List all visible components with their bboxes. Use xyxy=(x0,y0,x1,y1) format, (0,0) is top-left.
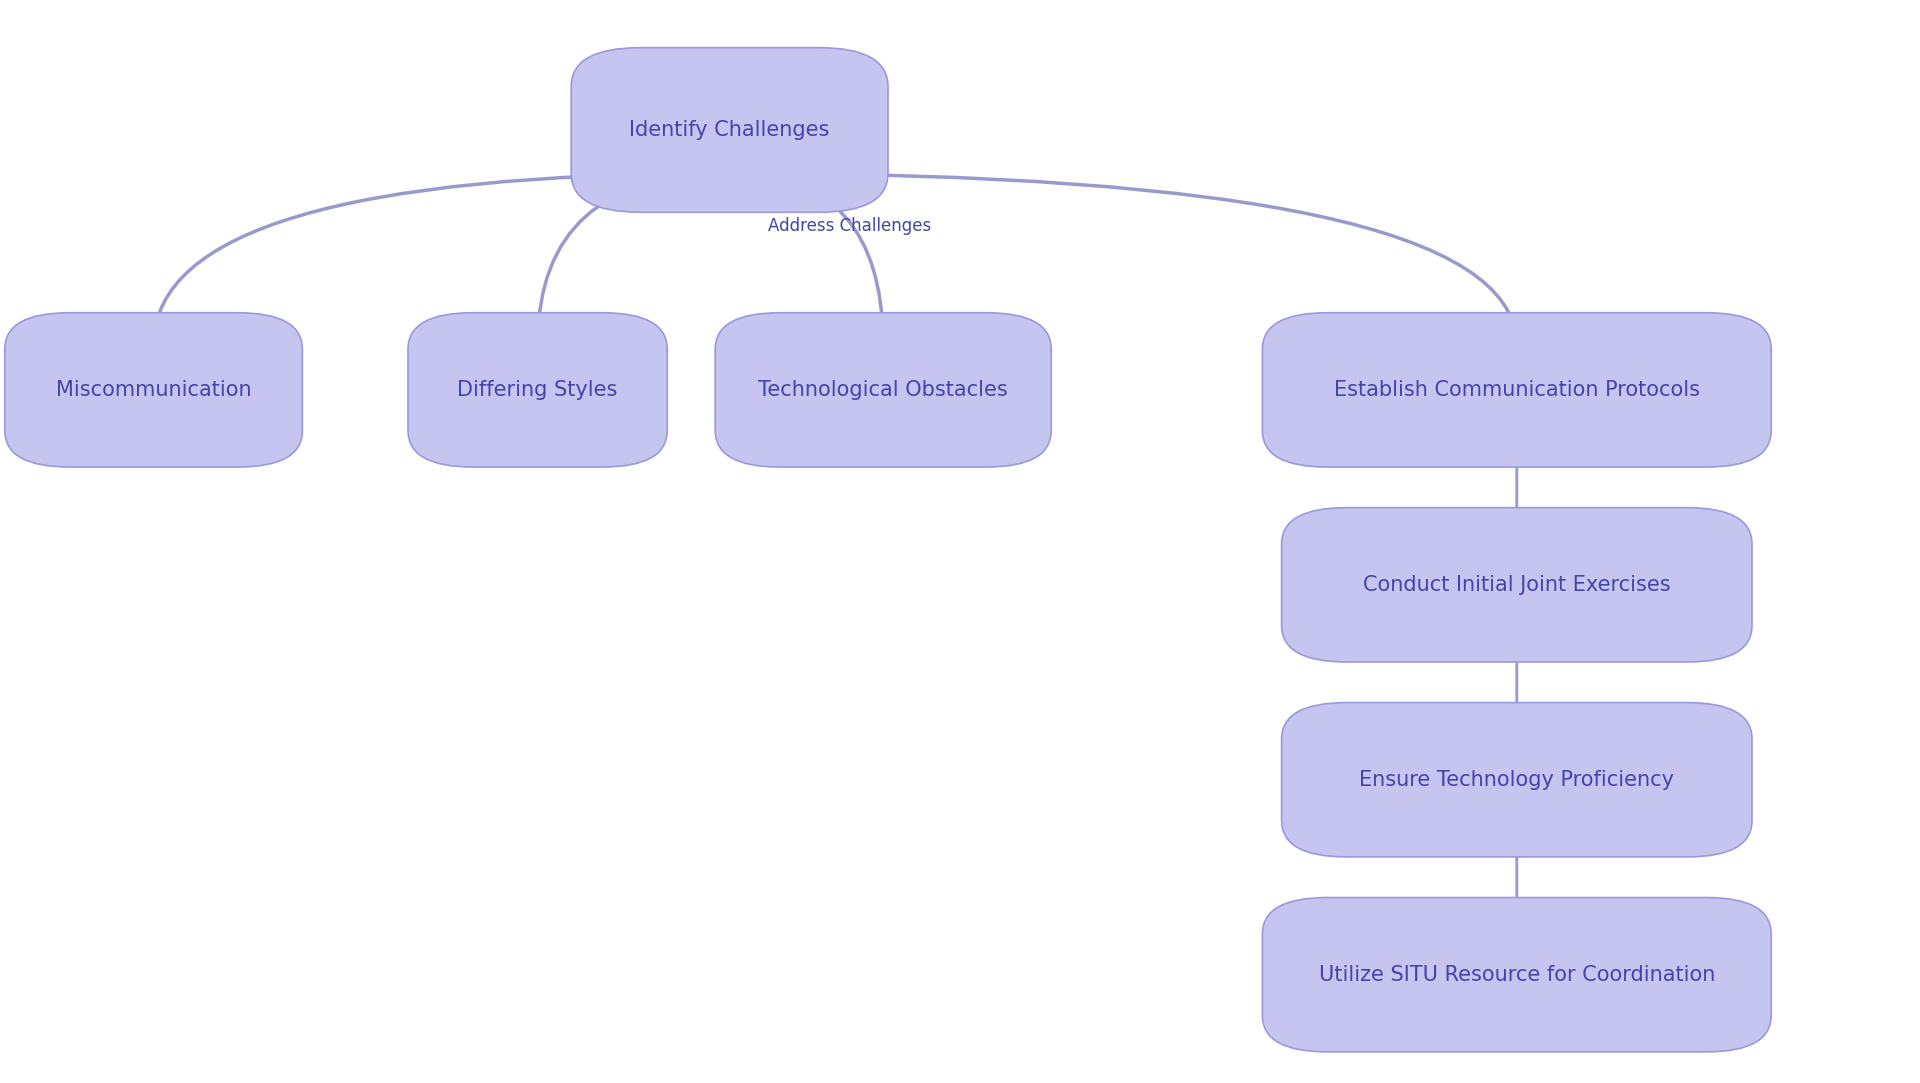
Text: Ensure Technology Proficiency: Ensure Technology Proficiency xyxy=(1359,770,1674,790)
FancyBboxPatch shape xyxy=(572,48,887,212)
Text: Identify Challenges: Identify Challenges xyxy=(630,120,829,140)
Text: Establish Communication Protocols: Establish Communication Protocols xyxy=(1334,380,1699,400)
Text: Conduct Initial Joint Exercises: Conduct Initial Joint Exercises xyxy=(1363,575,1670,595)
FancyBboxPatch shape xyxy=(714,313,1052,467)
FancyBboxPatch shape xyxy=(1263,898,1770,1052)
FancyBboxPatch shape xyxy=(409,313,668,467)
Text: Address Challenges: Address Challenges xyxy=(768,217,931,235)
FancyBboxPatch shape xyxy=(6,313,301,467)
FancyBboxPatch shape xyxy=(1283,703,1751,857)
Text: Miscommunication: Miscommunication xyxy=(56,380,252,400)
Text: Technological Obstacles: Technological Obstacles xyxy=(758,380,1008,400)
Text: Differing Styles: Differing Styles xyxy=(457,380,618,400)
FancyBboxPatch shape xyxy=(1283,508,1751,662)
Text: Utilize SITU Resource for Coordination: Utilize SITU Resource for Coordination xyxy=(1319,965,1715,984)
FancyBboxPatch shape xyxy=(1263,313,1770,467)
